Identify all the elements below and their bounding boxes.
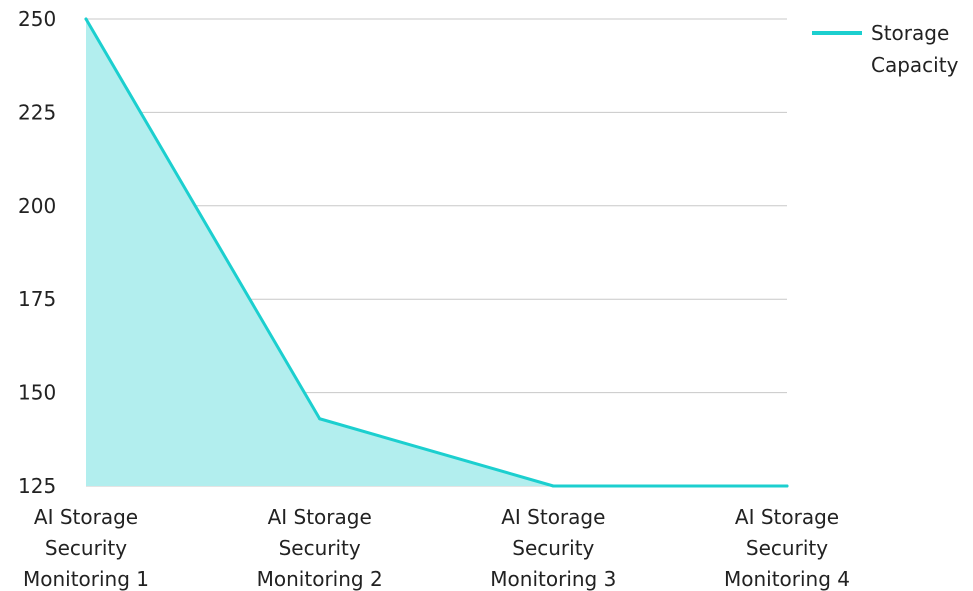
x-tick-label-line: Monitoring 2 <box>257 567 383 591</box>
legend: Storage Capacity <box>812 21 959 77</box>
data-point <box>318 417 322 421</box>
x-tick-label: AI Storage Security Monitoring 3 <box>490 505 616 591</box>
x-tick-label: AI Storage Security Monitoring 2 <box>257 505 383 591</box>
x-tick-label-line: AI Storage <box>268 505 372 529</box>
x-tick-label-line: Security <box>45 536 127 560</box>
y-tick-label: 200 <box>18 194 56 218</box>
y-tick-label: 175 <box>18 287 56 311</box>
x-tick-label: AI Storage Security Monitoring 4 <box>724 505 850 591</box>
data-point <box>551 484 555 488</box>
x-tick-label-line: Monitoring 4 <box>724 567 850 591</box>
data-point <box>785 484 789 488</box>
y-tick-label: 125 <box>18 474 56 498</box>
x-tick-label-line: Monitoring 1 <box>23 567 149 591</box>
y-tick-label: 150 <box>18 381 56 405</box>
series-line-layer <box>84 17 789 488</box>
series-area <box>86 19 787 486</box>
legend-label: Capacity <box>871 53 959 77</box>
x-axis-tick-labels: AI Storage Security Monitoring 1AI Storage… <box>23 505 850 591</box>
data-point <box>84 17 88 21</box>
legend-label: Storage <box>871 21 949 45</box>
x-tick-label-line: Monitoring 3 <box>490 567 616 591</box>
x-tick-label-line: AI Storage <box>735 505 839 529</box>
x-tick-label: AI Storage Security Monitoring 1 <box>23 505 149 591</box>
x-tick-label-line: Security <box>512 536 594 560</box>
x-tick-label-line: AI Storage <box>501 505 605 529</box>
y-axis-tick-labels: 125 150 175 200 225 250 <box>18 7 56 498</box>
x-tick-label-line: Security <box>279 536 361 560</box>
y-tick-label: 225 <box>18 100 56 124</box>
y-tick-label: 250 <box>18 7 56 31</box>
series-line <box>84 17 789 488</box>
series-area-layer <box>86 19 787 486</box>
x-tick-label-line: AI Storage <box>34 505 138 529</box>
x-tick-label-line: Security <box>746 536 828 560</box>
